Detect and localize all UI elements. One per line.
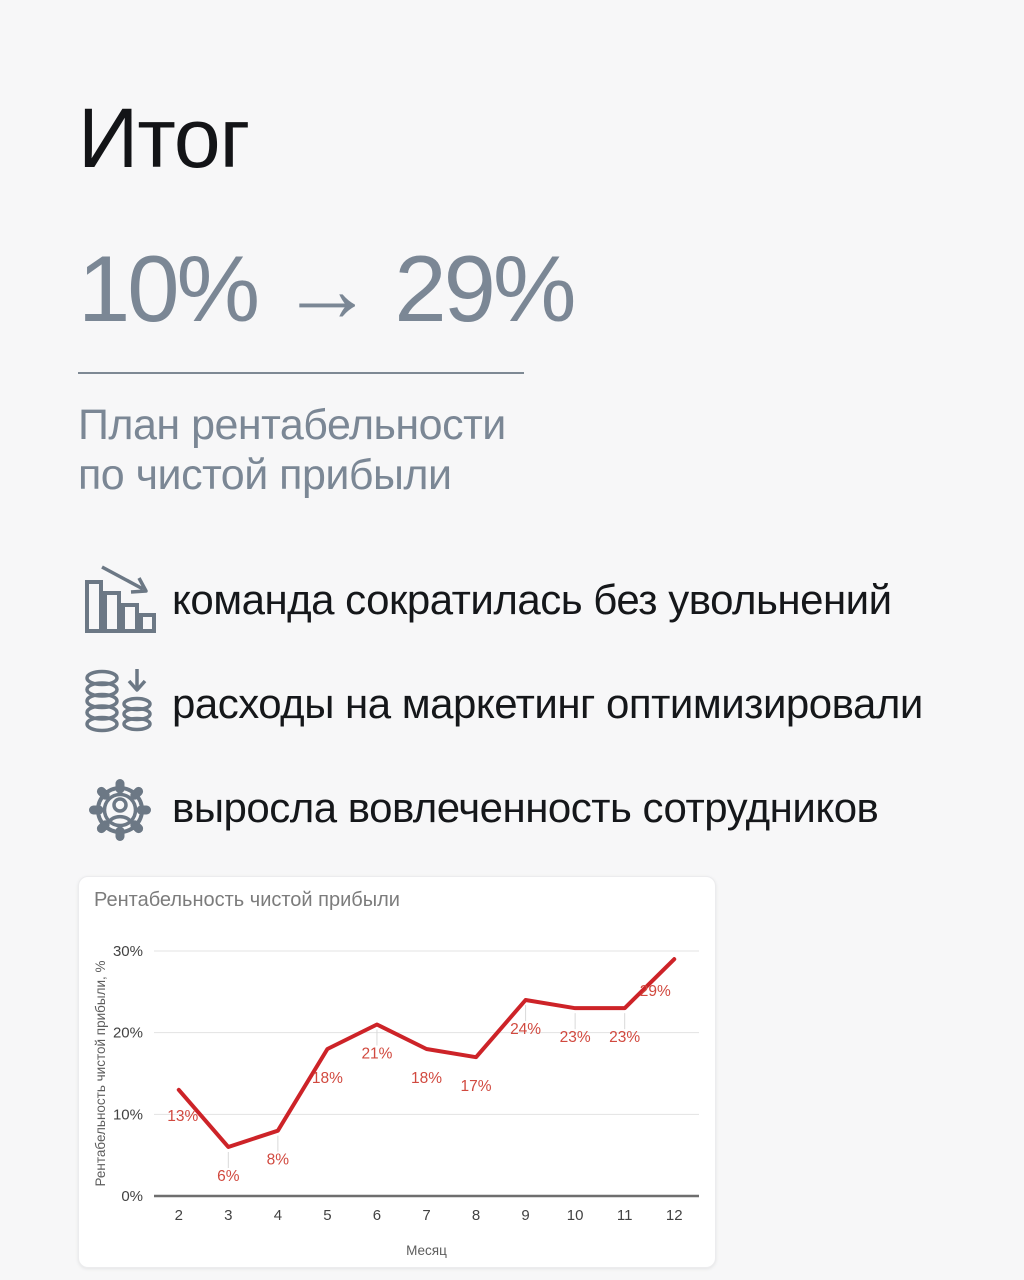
y-tick-label: 0% <box>121 1188 143 1205</box>
highlight-label: выросла вовлеченность сотрудников <box>172 784 879 831</box>
x-tick-label: 2 <box>175 1207 183 1224</box>
data-point-label: 8% <box>267 1152 290 1169</box>
x-tick-label: 12 <box>666 1207 683 1224</box>
x-tick-label: 9 <box>521 1207 529 1224</box>
data-point-label: 18% <box>411 1070 442 1087</box>
data-point-label: 13% <box>167 1108 198 1125</box>
highlights-list: команда сократилась без увольнений <box>78 558 1024 850</box>
x-tick-label: 7 <box>422 1207 430 1224</box>
data-point-label: 17% <box>461 1078 492 1095</box>
coins-down-icon <box>78 662 162 746</box>
profit-line-series <box>176 957 677 1149</box>
profit-chart-card: Рентабельность чистой прибыли 0% 10% 20% 30… <box>78 876 716 1268</box>
data-point-label: 21% <box>361 1046 392 1063</box>
subtitle: План рентабельности по чистой прибыли <box>78 400 1024 500</box>
x-tick-label: 3 <box>224 1207 232 1224</box>
headline-stat: 10% → 29% <box>78 236 577 341</box>
x-axis-title: Месяц <box>406 1243 447 1258</box>
x-tick-label: 6 <box>373 1207 381 1224</box>
data-point-label: 6% <box>217 1168 240 1185</box>
profit-chart-svg: 0% 10% 20% 30% 2 3 4 5 6 7 8 9 10 11 12 Рентабельность … <box>93 943 699 1258</box>
x-tick-label: 8 <box>472 1207 480 1224</box>
x-tick-label: 10 <box>567 1207 584 1224</box>
subtitle-line-2: по чистой прибыли <box>78 451 452 499</box>
x-tick-label: 4 <box>274 1207 282 1224</box>
gear-person-icon <box>78 766 162 850</box>
page-title: Итог <box>78 91 250 185</box>
data-point-label: 18% <box>312 1070 343 1087</box>
y-axis-title: Рентабельность чистой прибыли, % <box>93 960 108 1186</box>
subtitle-line-1: План рентабельности <box>78 401 506 449</box>
list-item: команда сократилась без увольнений <box>78 558 1024 642</box>
highlight-label: расходы на маркетинг оптимизировали <box>172 680 923 727</box>
highlight-label: команда сократилась без увольнений <box>172 576 892 623</box>
y-tick-label: 10% <box>113 1106 143 1123</box>
x-tick-label: 11 <box>617 1207 633 1224</box>
divider <box>78 372 524 374</box>
data-point-label: 24% <box>510 1021 541 1038</box>
declining-bars-icon <box>78 558 162 642</box>
data-point-label: 29% <box>640 983 671 1000</box>
list-item: расходы на маркетинг оптимизировали <box>78 662 1024 746</box>
data-point-label: 23% <box>560 1029 591 1046</box>
x-tick-label: 5 <box>323 1207 331 1224</box>
list-item: выросла вовлеченность сотрудников <box>78 766 1024 850</box>
y-tick-label: 20% <box>113 1025 143 1042</box>
y-tick-label: 30% <box>113 943 143 960</box>
data-point-label: 23% <box>609 1029 640 1046</box>
chart-title: Рентабельность чистой прибыли <box>94 889 400 911</box>
